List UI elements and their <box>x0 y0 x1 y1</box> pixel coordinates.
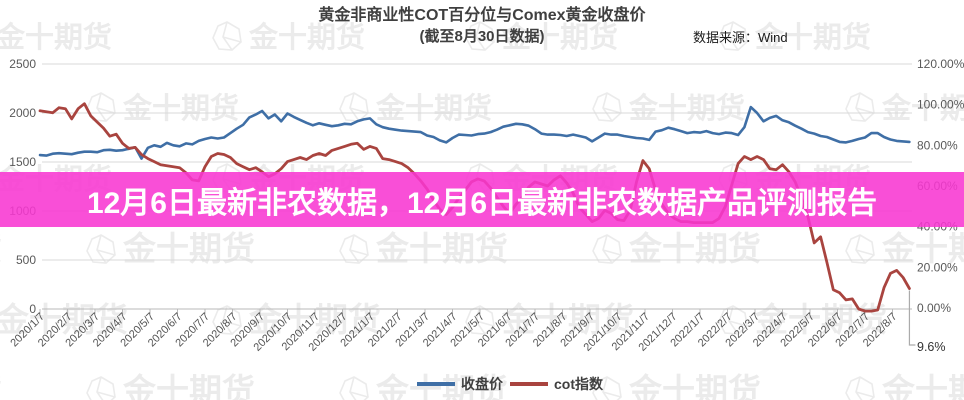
watermark-item: 金十期货 <box>845 230 964 267</box>
watermark-logo-icon <box>212 21 242 51</box>
watermark-item: 金十期货 <box>718 301 887 338</box>
watermark-text: 金十期货 <box>375 230 508 267</box>
watermark-text: 金十期货 <box>501 301 634 338</box>
watermark-text: 金十期货 <box>628 230 761 267</box>
watermark-text: 金十期货 <box>628 372 761 400</box>
watermark-text: 金十期货 <box>501 20 618 54</box>
watermark-item: 金十期货 <box>339 91 492 125</box>
watermark-logo-icon <box>592 234 622 264</box>
watermark-text: 金十期货 <box>248 20 365 54</box>
watermark-item: 金十期货 <box>0 301 128 338</box>
watermark-logo-icon <box>339 376 369 400</box>
watermark-logo-icon <box>339 92 369 122</box>
close-price-line <box>38 105 911 160</box>
watermark-logo-icon <box>86 234 116 264</box>
cot-end-value-label: 9.6% <box>917 340 946 354</box>
left-axis-label: 0 <box>29 302 36 316</box>
watermark-item: 金十期货 <box>86 230 255 267</box>
watermark-logo-icon <box>845 92 875 122</box>
watermark-item: 金十期货 <box>592 230 761 267</box>
watermark-logo-icon <box>212 305 242 335</box>
close-price-legend-label: 收盘价 <box>461 376 503 392</box>
watermark-logo-icon <box>465 305 495 335</box>
end-label-leader-line <box>908 290 916 346</box>
cot-index-legend-label: cot指数 <box>554 376 603 392</box>
watermark-item: 金十期货 <box>0 20 112 54</box>
watermark-item: 金十期货 <box>0 372 2 400</box>
watermark-item: 金十期货 <box>0 230 2 267</box>
watermark-text: 金十期货 <box>0 20 112 54</box>
chart-title-line2: (截至8月30日数据) <box>419 28 545 45</box>
right-axis-label: 20.00% <box>917 260 958 274</box>
watermark-text: 金十期货 <box>0 230 2 267</box>
watermark-item: 金十期货 <box>465 20 618 54</box>
watermark-text: 金十期货 <box>881 230 964 267</box>
data-source-label: 数据来源：Wind <box>693 30 788 45</box>
right-axis-label: 120.00% <box>917 57 964 71</box>
watermark-logo-icon <box>845 376 875 400</box>
watermark-item: 金十期货 <box>845 372 964 400</box>
left-axis-label: 1500 <box>9 155 36 169</box>
watermark-logo-icon <box>592 376 622 400</box>
watermark-logo-icon <box>592 92 622 122</box>
watermark-item: 金十期货 <box>592 91 745 125</box>
cot-index-legend-swatch <box>510 382 548 386</box>
legend-item-cot: cot指数 <box>510 374 603 394</box>
right-axis-label: 0.00% <box>917 301 951 315</box>
watermark-text: 金十期货 <box>0 372 2 400</box>
watermark-logo-icon <box>465 21 495 51</box>
watermark-item: 金十期货 <box>339 372 508 400</box>
watermark-logo-icon <box>86 376 116 400</box>
watermark-text: 金十期货 <box>881 372 964 400</box>
watermark-text: 金十期货 <box>122 91 239 125</box>
watermark-text: 金十期货 <box>754 301 887 338</box>
watermark-logo-icon <box>339 234 369 264</box>
legend-item-close: 收盘价 <box>417 374 503 394</box>
watermark-item: 金十期货 <box>718 20 871 54</box>
chart-title-line1: 黄金非商业性COT百分位与Comex黄金收盘价 <box>318 7 646 24</box>
left-axis-label: 2500 <box>9 57 36 71</box>
watermark-text: 金十期货 <box>628 91 745 125</box>
watermark-item: 金十期货 <box>592 372 761 400</box>
watermark-text: 金十期货 <box>248 301 381 338</box>
watermark-text: 金十期货 <box>122 372 255 400</box>
watermark-text: 金十期货 <box>375 372 508 400</box>
watermark-item: 金十期货 <box>212 20 365 54</box>
right-axis-label: 80.00% <box>917 138 958 152</box>
watermark-text: 金十期货 <box>0 301 128 338</box>
watermark-text: 金十期货 <box>754 20 871 54</box>
watermark-item: 金十期货 <box>86 372 255 400</box>
watermark-item: 金十期货 <box>212 301 381 338</box>
watermark-logo-icon <box>718 21 748 51</box>
watermark-item: 金十期货 <box>845 91 964 125</box>
watermark-item: 金十期货 <box>465 301 634 338</box>
watermark-text: 金十期货 <box>881 91 964 125</box>
watermark-logo-icon <box>718 305 748 335</box>
promo-banner: 12月6日最新非农数据，12月6日最新非农数据产品评测报告 <box>0 172 964 227</box>
close-price-legend-swatch <box>417 382 455 386</box>
watermark-text: 金十期货 <box>122 230 255 267</box>
left-axis-label: 2000 <box>9 106 36 120</box>
watermark-logo-icon <box>86 92 116 122</box>
promo-banner-text: 12月6日最新非农数据，12月6日最新非农数据产品评测报告 <box>86 186 878 220</box>
watermark-item: 金十期货 <box>86 91 239 125</box>
chart-legend: 收盘价 cot指数 <box>28 374 964 394</box>
chart-title: 黄金非商业性COT百分位与Comex黄金收盘价 (截至8月30日数据) <box>0 5 964 47</box>
watermark-logo-icon <box>845 234 875 264</box>
left-axis-label: 500 <box>16 253 36 267</box>
watermark-text: 金十期货 <box>375 91 492 125</box>
watermark-item: 金十期货 <box>339 230 508 267</box>
right-axis-label: 100.00% <box>917 98 964 112</box>
